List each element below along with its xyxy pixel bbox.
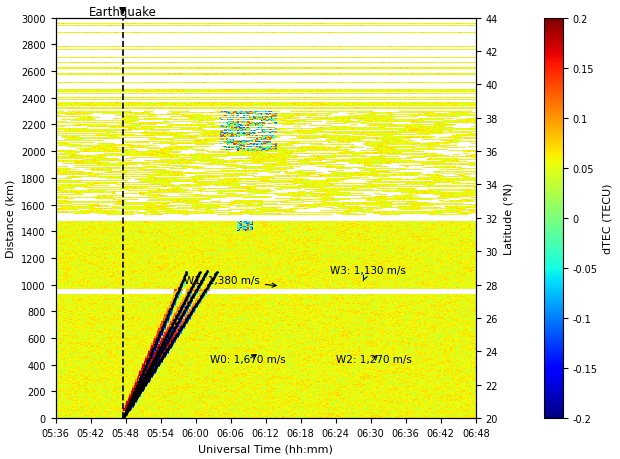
X-axis label: Universal Time (hh:mm): Universal Time (hh:mm)	[198, 443, 333, 453]
Text: W2: 1,270 m/s: W2: 1,270 m/s	[335, 354, 412, 364]
Y-axis label: Latitude (°N): Latitude (°N)	[503, 182, 513, 254]
Text: W1: 1,380 m/s: W1: 1,380 m/s	[184, 276, 277, 288]
Text: W0: 1,670 m/s: W0: 1,670 m/s	[210, 354, 286, 364]
Text: W3: 1,130 m/s: W3: 1,130 m/s	[330, 266, 405, 281]
Y-axis label: Distance (km): Distance (km)	[6, 179, 16, 257]
Y-axis label: dTEC (TECU): dTEC (TECU)	[603, 183, 613, 253]
Text: Earthquake: Earthquake	[89, 6, 157, 18]
